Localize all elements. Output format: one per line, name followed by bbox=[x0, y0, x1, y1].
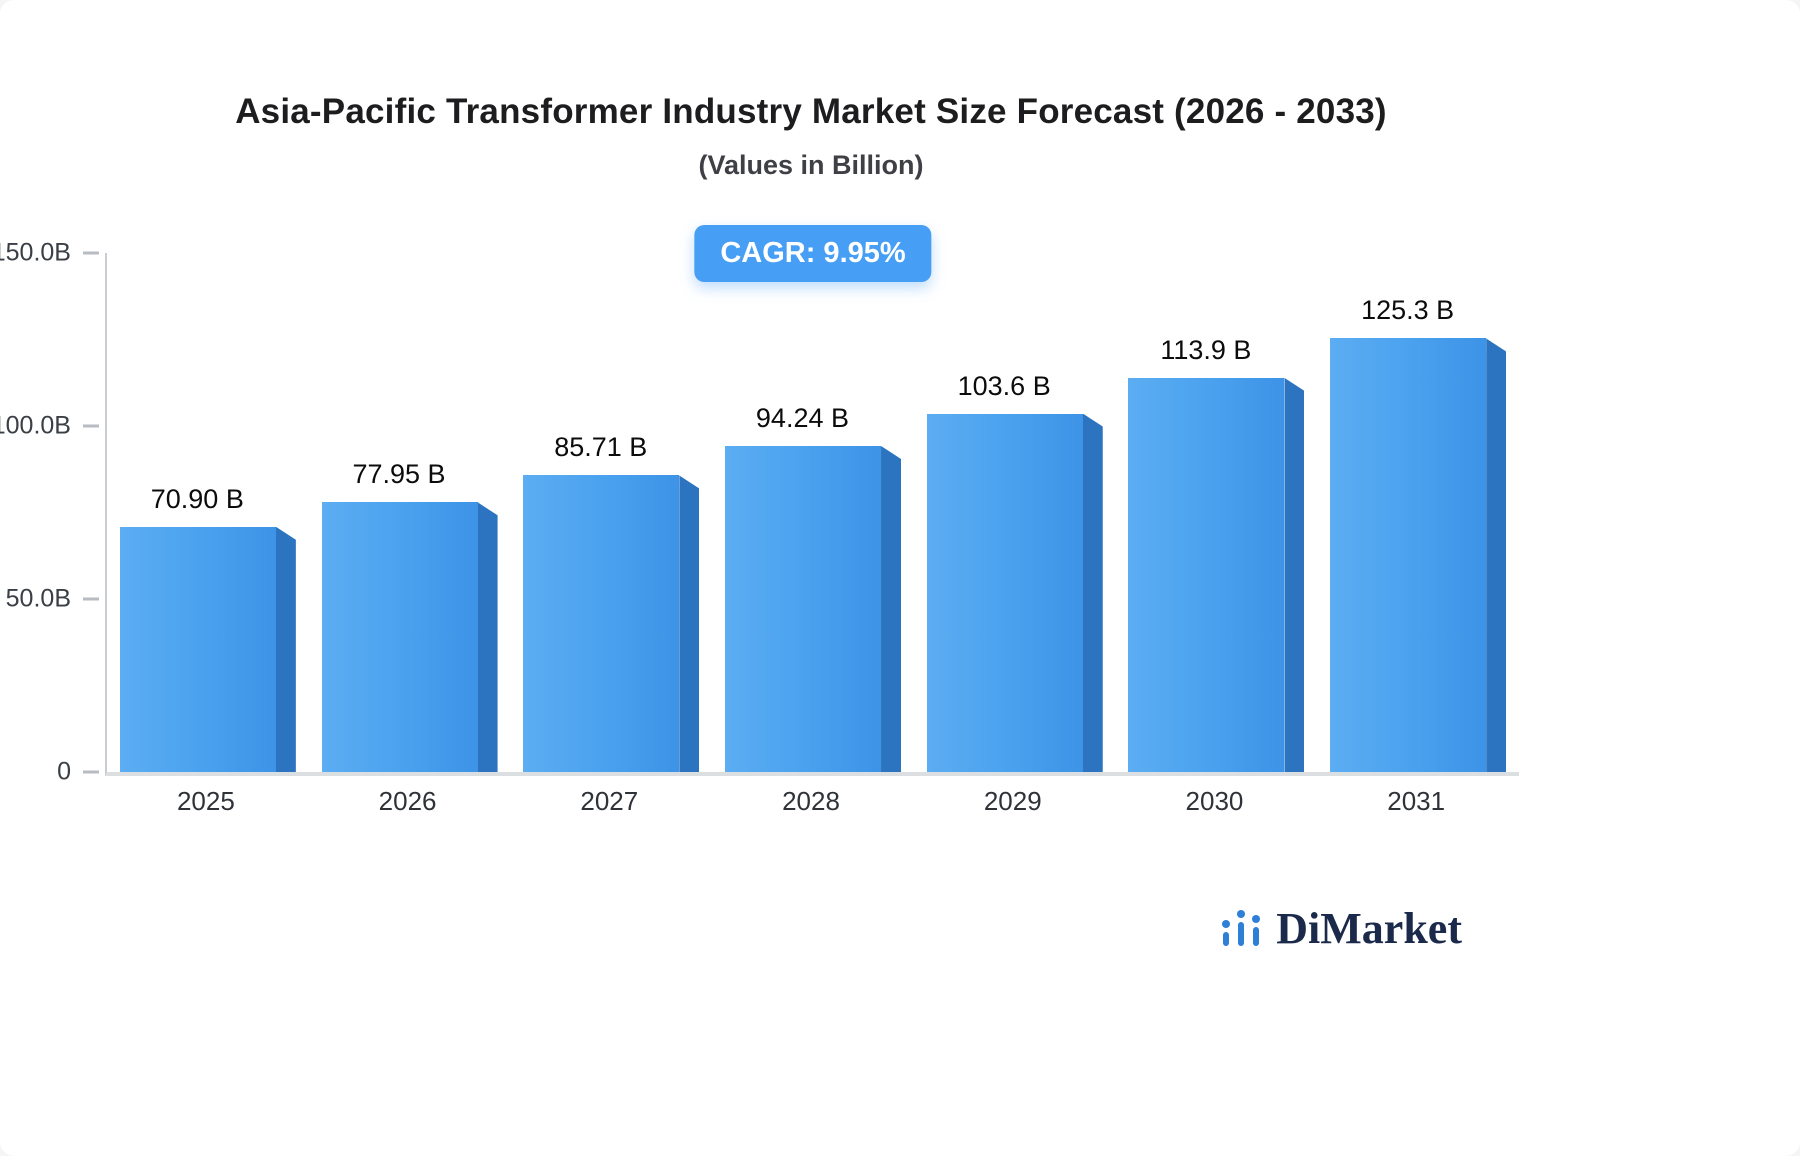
chart-header: Asia-Pacific Transformer Industry Market… bbox=[105, 92, 1517, 181]
bar-value-label: 85.71 B bbox=[554, 432, 648, 463]
bar-value-label: 125.3 B bbox=[1361, 295, 1455, 326]
bar-slot: 113.9 B bbox=[1116, 253, 1318, 772]
x-axis-label: 2028 bbox=[782, 786, 840, 816]
bar: 77.95 B bbox=[321, 459, 498, 772]
bar-side-face bbox=[1284, 377, 1305, 772]
bar-slot: 77.95 B bbox=[309, 253, 511, 772]
bar-value-label: 77.95 B bbox=[352, 459, 446, 490]
chart-title: Asia-Pacific Transformer Industry Market… bbox=[235, 92, 1387, 131]
cagr-badge: CAGR: 9.95% bbox=[694, 225, 932, 282]
y-tick: 0 bbox=[57, 758, 99, 787]
bar-face bbox=[926, 413, 1083, 772]
bar-side-face bbox=[1486, 338, 1507, 772]
y-tick-label: 150.0B bbox=[0, 238, 71, 267]
bar-side-face bbox=[679, 475, 700, 772]
bar-value-label: 94.24 B bbox=[755, 402, 849, 433]
brand-name: DiMarket bbox=[1276, 904, 1462, 953]
bar-side-face bbox=[1082, 413, 1103, 772]
bar-face bbox=[1128, 377, 1285, 772]
bar: 94.24 B bbox=[725, 403, 902, 772]
x-axis-labels: 2025 2026 2027 2028 2029 2030 2031 bbox=[105, 786, 1517, 817]
y-tick: 100.0B bbox=[0, 412, 99, 441]
bar-side-face bbox=[881, 445, 902, 772]
x-axis-label: 2030 bbox=[1185, 786, 1244, 816]
bar-value-label: 113.9 B bbox=[1160, 334, 1252, 365]
bar-face bbox=[725, 445, 882, 772]
chart-subtitle: (Values in Billion) bbox=[698, 150, 924, 180]
y-tick-label: 100.0B bbox=[0, 411, 71, 440]
y-tick: 150.0B bbox=[0, 239, 99, 268]
bar-value-label: 70.90 B bbox=[150, 483, 244, 514]
plot-area: CAGR: 9.95% 150.0B 100.0B 50.0B 0 70.90 B 77… bbox=[0, 225, 1519, 786]
y-tick: 50.0B bbox=[6, 585, 99, 614]
x-axis-label: 2026 bbox=[378, 786, 437, 816]
y-tick-mark bbox=[83, 770, 99, 774]
y-tick-mark bbox=[83, 597, 99, 601]
bar-slot: 94.24 B bbox=[712, 253, 914, 772]
bar-face bbox=[321, 502, 478, 772]
bar-chart-icon bbox=[1222, 909, 1261, 946]
bars-container: 70.90 B 77.95 B 85.71 B 94.24 B 103.6 B 113.9… bbox=[107, 253, 1519, 772]
bar-slot: 125.3 B bbox=[1317, 253, 1519, 772]
y-tick-mark bbox=[83, 251, 99, 255]
bar: 103.6 B bbox=[926, 371, 1103, 772]
bar-value-label: 103.6 B bbox=[957, 370, 1051, 401]
bar-side-face bbox=[477, 502, 498, 772]
bar: 70.90 B bbox=[119, 484, 296, 772]
brand-logo: DiMarket bbox=[1218, 903, 1462, 954]
y-tick-label: 0 bbox=[57, 757, 71, 786]
x-axis-label: 2025 bbox=[176, 786, 235, 816]
x-axis-label: 2031 bbox=[1387, 786, 1446, 816]
bar-face bbox=[119, 526, 276, 772]
bar-face bbox=[523, 475, 680, 772]
bar-face bbox=[1330, 338, 1487, 772]
bar-slot: 103.6 B bbox=[914, 253, 1116, 772]
bar: 85.71 B bbox=[523, 432, 700, 772]
bar-slot: 70.90 B bbox=[107, 253, 309, 772]
bar: 113.9 B bbox=[1128, 335, 1305, 772]
x-axis-label: 2029 bbox=[983, 786, 1042, 816]
y-tick-mark bbox=[83, 424, 99, 428]
y-tick-label: 50.0B bbox=[5, 584, 71, 613]
bar: 125.3 B bbox=[1330, 295, 1507, 772]
bar-slot: 85.71 B bbox=[510, 253, 712, 772]
bar-side-face bbox=[275, 526, 296, 772]
x-axis-label: 2027 bbox=[580, 786, 639, 816]
